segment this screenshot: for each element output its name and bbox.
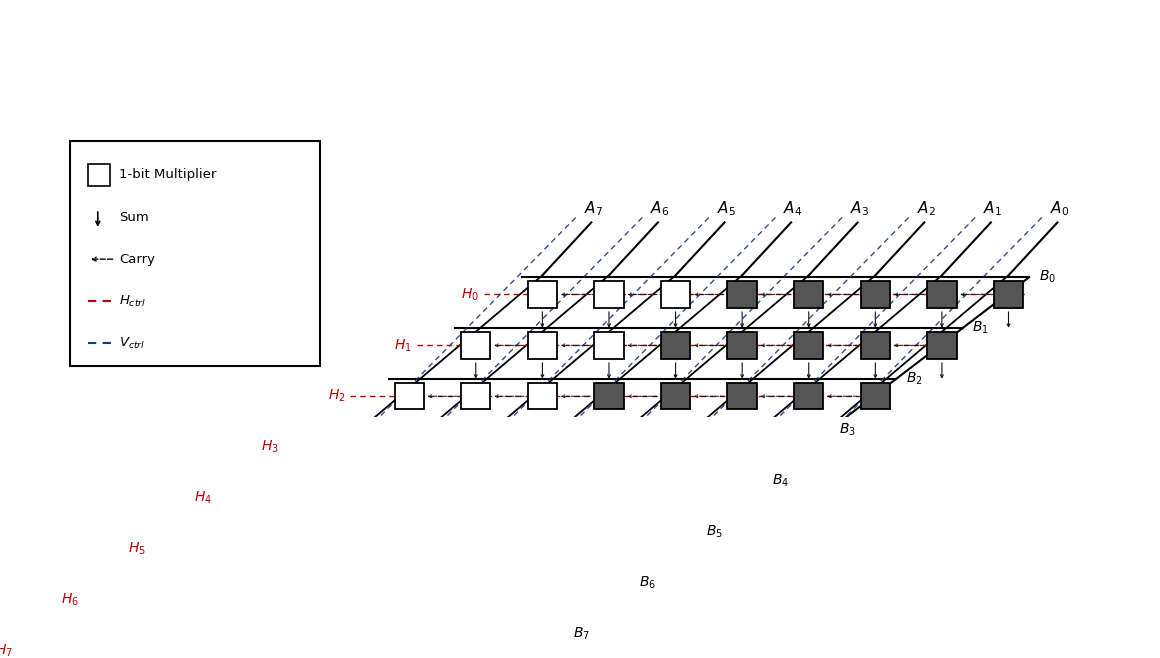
Bar <box>461 638 491 658</box>
Text: 1-bit Multiplier: 1-bit Multiplier <box>119 168 217 182</box>
Bar <box>394 638 423 658</box>
Bar <box>727 485 756 511</box>
Bar <box>461 383 491 409</box>
Bar <box>328 638 357 658</box>
Bar <box>594 536 624 562</box>
Bar <box>861 383 890 409</box>
Bar <box>795 383 824 409</box>
Bar <box>528 638 557 658</box>
Bar <box>328 485 357 511</box>
Bar <box>528 485 557 511</box>
Bar <box>661 434 690 461</box>
Text: $H_0$: $H_0$ <box>461 286 479 303</box>
Text: $B_1$: $B_1$ <box>972 320 989 336</box>
Bar <box>927 281 957 308</box>
Bar <box>528 281 557 308</box>
Bar <box>128 587 158 613</box>
Bar <box>394 485 423 511</box>
Bar <box>594 587 624 613</box>
Bar <box>261 536 291 562</box>
Text: $B_3$: $B_3$ <box>839 422 856 438</box>
Bar <box>128 638 158 658</box>
Text: $A_5$: $A_5$ <box>717 199 735 218</box>
Bar <box>195 638 224 658</box>
Text: $H_3$: $H_3$ <box>261 439 278 455</box>
Bar <box>261 485 291 511</box>
Bar <box>461 434 491 461</box>
Bar <box>528 383 557 409</box>
Bar <box>461 536 491 562</box>
Bar <box>727 434 756 461</box>
Text: $V_{ctrl}$: $V_{ctrl}$ <box>119 336 145 351</box>
Text: $H_5$: $H_5$ <box>128 541 146 557</box>
Bar <box>661 536 690 562</box>
Text: $B_5$: $B_5$ <box>706 524 723 540</box>
Bar <box>594 332 624 359</box>
Bar <box>661 383 690 409</box>
Text: $H_6$: $H_6$ <box>61 592 79 608</box>
Bar <box>795 332 824 359</box>
Text: $H_1$: $H_1$ <box>394 337 412 353</box>
Bar <box>88 164 109 186</box>
Bar <box>394 383 423 409</box>
Bar <box>994 281 1023 308</box>
Bar <box>461 485 491 511</box>
Bar <box>328 434 357 461</box>
Bar <box>861 281 890 308</box>
Bar <box>795 281 824 308</box>
Bar <box>528 536 557 562</box>
Bar <box>461 587 491 613</box>
Text: $A_2$: $A_2$ <box>916 199 936 218</box>
Text: $A_4$: $A_4$ <box>783 199 803 218</box>
Bar <box>727 281 756 308</box>
Bar <box>528 434 557 461</box>
Bar <box>528 332 557 359</box>
Text: $A_3$: $A_3$ <box>850 199 869 218</box>
Bar <box>528 587 557 613</box>
Bar <box>727 383 756 409</box>
Text: $B_4$: $B_4$ <box>773 472 790 489</box>
Text: $H_{ctrl}$: $H_{ctrl}$ <box>119 293 146 309</box>
Text: Sum: Sum <box>119 211 150 224</box>
Bar <box>594 281 624 308</box>
Text: $H_4$: $H_4$ <box>195 490 212 506</box>
Text: $A_1$: $A_1$ <box>984 199 1002 218</box>
Text: $A_7$: $A_7$ <box>583 199 603 218</box>
Text: $H_7$: $H_7$ <box>0 643 13 658</box>
Bar <box>661 281 690 308</box>
Bar <box>328 536 357 562</box>
Bar <box>261 638 291 658</box>
Text: Carry: Carry <box>119 253 155 266</box>
Bar <box>594 383 624 409</box>
Bar <box>195 587 224 613</box>
Bar <box>394 536 423 562</box>
Bar <box>461 332 491 359</box>
Text: $B_0$: $B_0$ <box>1039 269 1056 286</box>
Text: $B_6$: $B_6$ <box>639 574 657 591</box>
Text: $B_7$: $B_7$ <box>573 626 589 642</box>
Bar <box>394 587 423 613</box>
Bar <box>594 434 624 461</box>
Bar <box>727 332 756 359</box>
Bar <box>795 434 824 461</box>
Bar <box>661 332 690 359</box>
Text: $A_0$: $A_0$ <box>1050 199 1070 218</box>
Bar <box>594 485 624 511</box>
Bar <box>861 332 890 359</box>
Bar <box>328 587 357 613</box>
Bar <box>261 587 291 613</box>
Bar <box>61 638 90 658</box>
Bar <box>661 485 690 511</box>
Bar <box>195 536 224 562</box>
Text: $B_2$: $B_2$ <box>906 371 922 388</box>
Text: $H_2$: $H_2$ <box>328 388 346 405</box>
Bar <box>927 332 957 359</box>
Text: $A_6$: $A_6$ <box>651 199 669 218</box>
Bar <box>394 434 423 461</box>
Bar <box>71 141 320 366</box>
